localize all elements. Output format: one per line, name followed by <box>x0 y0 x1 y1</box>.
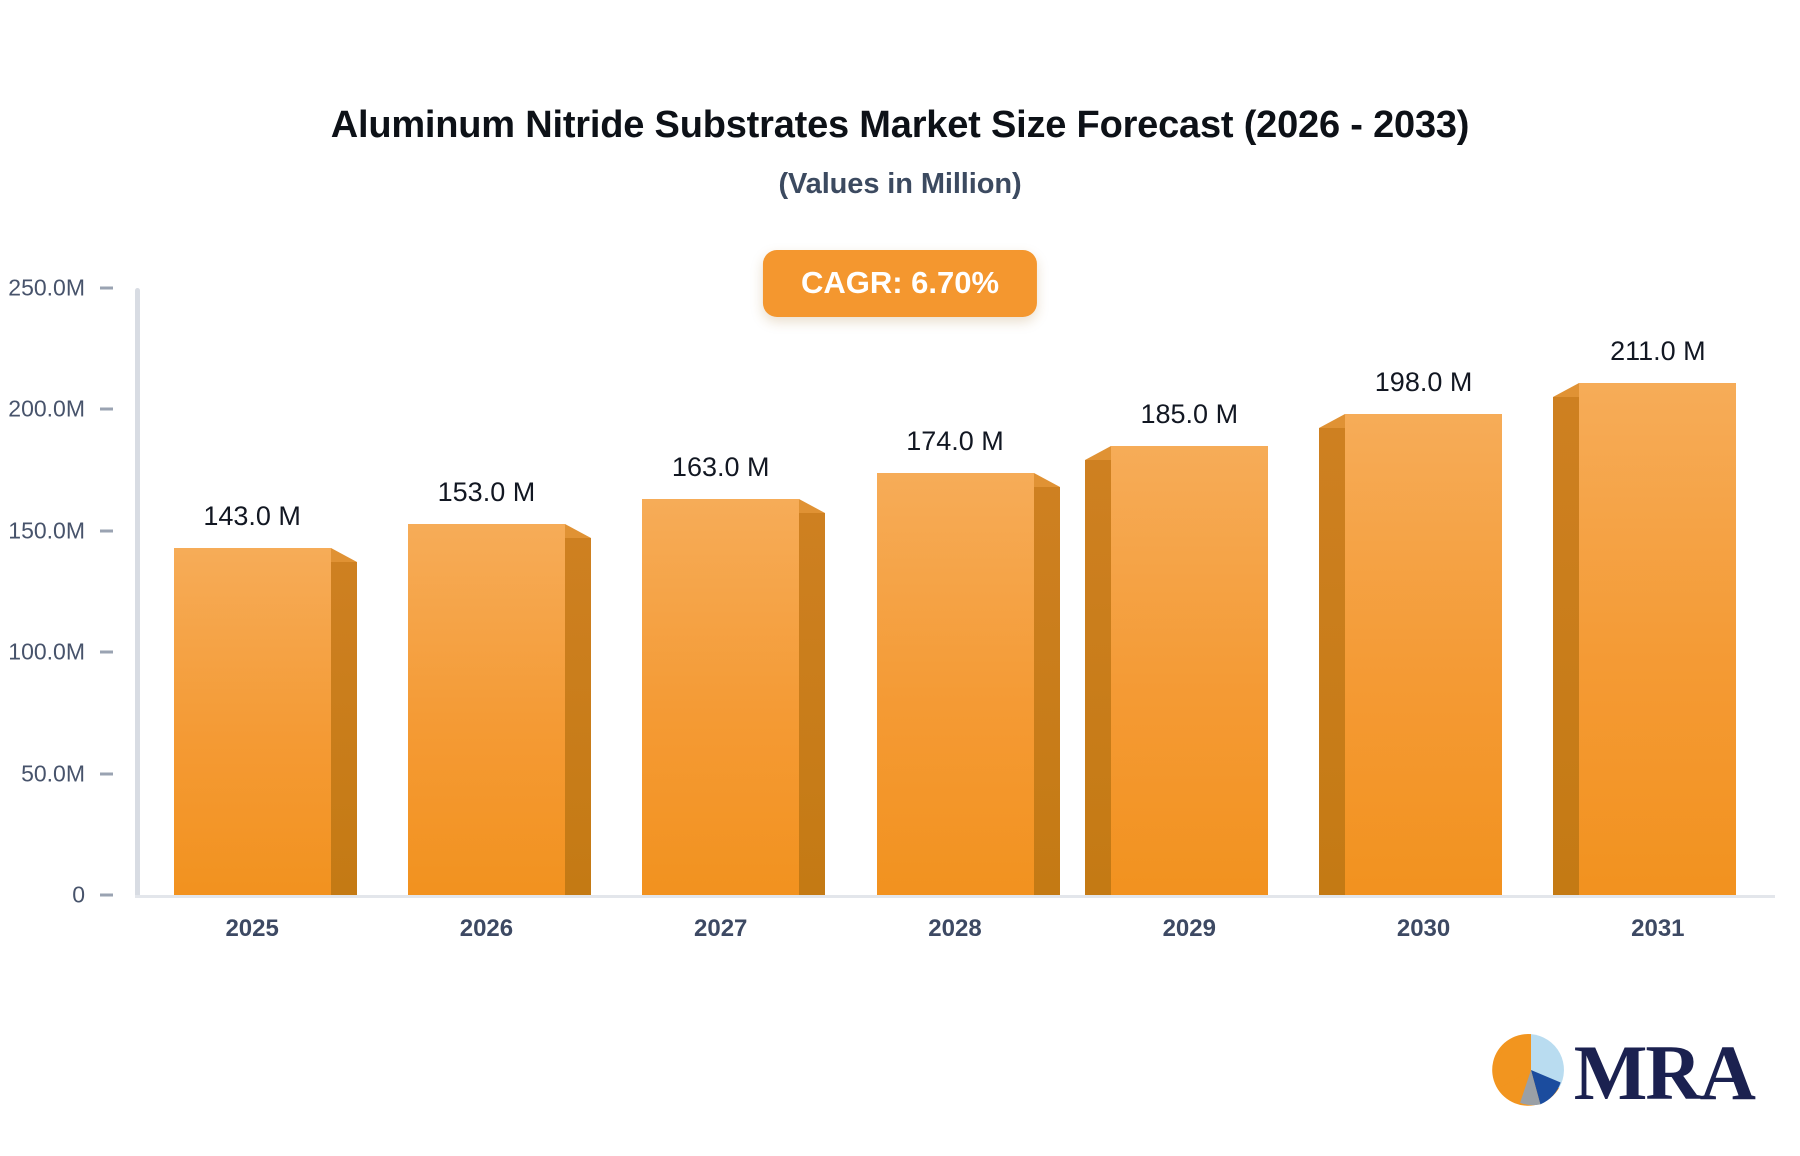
bar-side-face <box>799 513 826 895</box>
x-axis-line <box>135 895 1775 898</box>
y-axis-tick-mark <box>100 286 113 290</box>
bar-top-bevel <box>1319 414 1346 429</box>
bar-value-label: 143.0 M <box>203 500 301 531</box>
x-axis-label-2025: 2025 <box>225 915 279 942</box>
chart-subtitle: (Values in Million) <box>778 168 1022 200</box>
bar-2030[interactable]: 198.0 M <box>1319 367 1503 895</box>
bar-side-face <box>1319 428 1346 895</box>
bar-face <box>1579 382 1737 895</box>
bar-face <box>173 547 331 895</box>
x-axis-label-2030: 2030 <box>1396 915 1451 942</box>
y-axis-tick-label: 50.0M <box>21 760 85 787</box>
bar-face <box>407 523 565 895</box>
logo-text: MRA <box>1573 1028 1756 1116</box>
y-axis-tick-mark <box>100 772 113 776</box>
bar-2026[interactable]: 153.0 M <box>407 477 591 895</box>
bar-value-label: 163.0 M <box>671 452 770 483</box>
bar-value-label: 198.0 M <box>1374 367 1473 398</box>
mra-logo: MRA <box>1491 1028 1756 1116</box>
bar-side-face <box>1084 459 1111 895</box>
bar-2027[interactable]: 163.0 M <box>642 452 826 895</box>
y-axis-tick-label: 0 <box>72 881 85 908</box>
y-axis-tick-label: 100.0M <box>8 638 85 665</box>
bar-value-label: 153.0 M <box>437 476 536 507</box>
y-axis-tick-label: 150.0M <box>8 517 85 544</box>
x-axis-label-2027: 2027 <box>694 915 748 942</box>
bar-value-label: 211.0 M <box>1610 335 1706 366</box>
x-axis-label-2028: 2028 <box>928 915 982 942</box>
bar-face <box>1345 414 1503 895</box>
bar-2031[interactable]: 211.0 M <box>1553 336 1737 895</box>
y-axis-line <box>135 288 140 898</box>
y-axis-tick-mark <box>100 893 113 897</box>
bar-top-bevel <box>564 523 591 538</box>
bar-top-bevel <box>1553 382 1580 397</box>
plot-area: 0 50.0M 100.0M 150.0M 200.0M 250.0M 143.0 M 15… <box>8 275 1775 908</box>
bar-side-face <box>564 537 591 895</box>
x-axis-label-2026: 2026 <box>459 915 514 942</box>
bar-value-label: 185.0 M <box>1140 398 1239 429</box>
bar-face <box>1110 445 1268 895</box>
cagr-badge: CAGR: 6.70% <box>762 250 1038 317</box>
bar-top-bevel <box>1033 472 1060 487</box>
y-axis-tick-label: 200.0M <box>8 395 85 422</box>
bar-top-bevel <box>799 499 826 514</box>
page-title: Aluminum Nitride Substrates Market Size … <box>330 104 1470 146</box>
bar-value-label: 174.0 M <box>906 425 1004 456</box>
y-axis-tick-mark <box>100 529 113 533</box>
bar-face <box>642 499 800 895</box>
bar-side-face <box>1553 396 1580 895</box>
bar-series: 143.0 M 153.0 M 163.0 M 174.0 M 185.0 M 198.0… <box>135 288 1775 895</box>
x-axis-label-2031: 2031 <box>1631 915 1685 942</box>
x-axis-label-2029: 2029 <box>1162 915 1216 942</box>
bar-face <box>876 472 1034 895</box>
bar-side-face <box>1033 486 1060 895</box>
y-axis-tick-mark <box>100 650 113 654</box>
bar-2028[interactable]: 174.0 M <box>876 426 1060 895</box>
bar-top-bevel <box>1084 445 1111 460</box>
bar-2029[interactable]: 185.0 M <box>1084 399 1268 895</box>
bar-side-face <box>330 561 357 895</box>
bar-2025[interactable]: 143.0 M <box>173 501 357 895</box>
y-axis-tick-label: 250.0M <box>8 274 85 301</box>
y-axis-tick-mark <box>100 407 113 411</box>
pie-chart-icon <box>1491 1031 1570 1114</box>
bar-top-bevel <box>330 547 357 562</box>
